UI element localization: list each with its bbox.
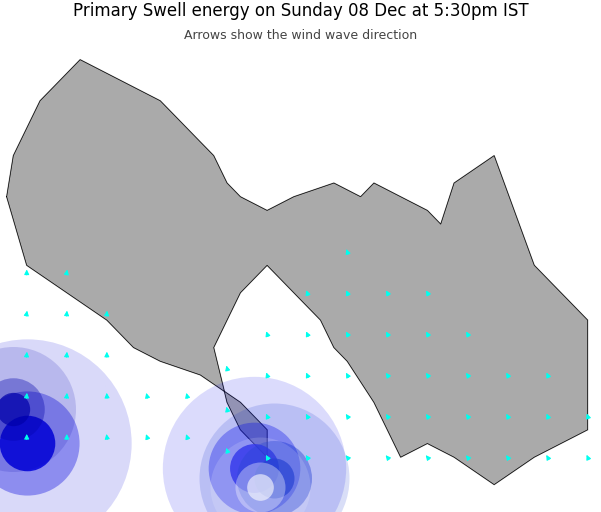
Point [269,474,279,482]
Point [249,464,258,472]
Point [8,405,18,413]
Point [8,405,18,413]
Point [249,464,258,472]
Text: Arrows show the wind wave direction: Arrows show the wind wave direction [184,29,417,42]
Point [255,483,265,492]
Point [22,439,31,447]
Point [255,483,265,492]
Point [255,483,265,492]
Point [269,474,279,482]
Polygon shape [7,60,588,484]
Point [249,464,258,472]
Point [269,474,279,482]
Point [8,405,18,413]
Text: Primary Swell energy on Sunday 08 Dec at 5:30pm IST: Primary Swell energy on Sunday 08 Dec at… [73,3,528,20]
Point [22,439,31,447]
Point [22,439,31,447]
